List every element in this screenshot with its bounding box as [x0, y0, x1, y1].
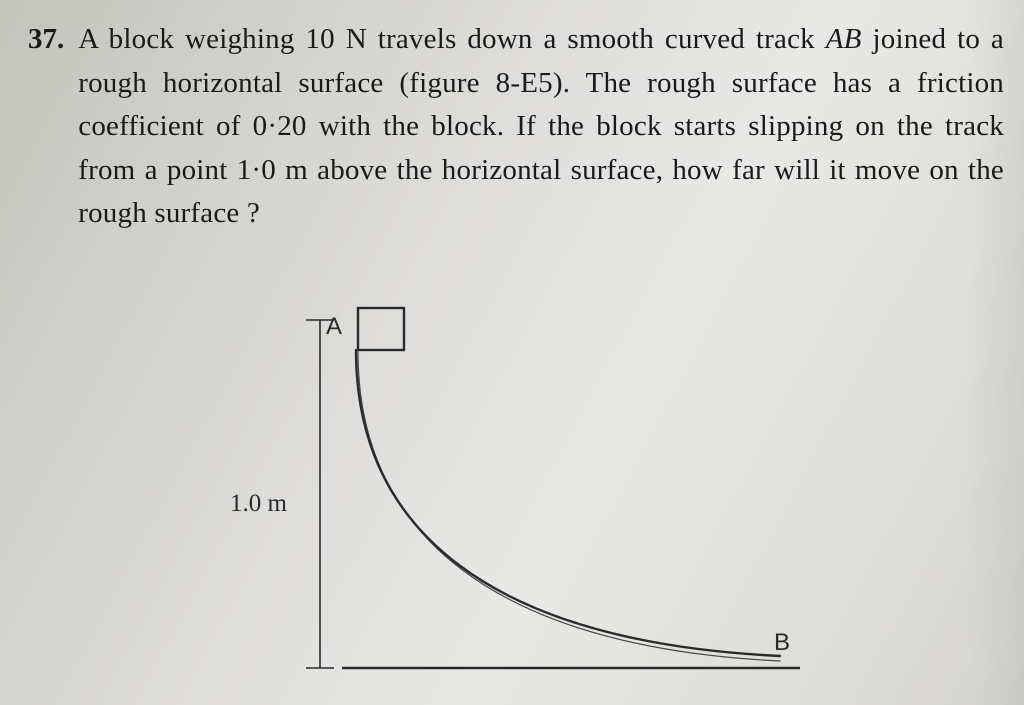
text-span: of 0·20 with the block. If the block sta… — [216, 110, 933, 142]
page: 37. A block weighing 10 N travels down a… — [0, 0, 1024, 705]
figure-svg: AB — [260, 300, 820, 700]
text-span: curved — [665, 23, 745, 55]
text-span-italic: AB — [826, 23, 862, 55]
svg-text:B: B — [774, 629, 790, 656]
problem-text: A block weighing 10 N travels down a smo… — [78, 18, 1004, 236]
height-label: 1.0 m — [230, 490, 287, 518]
text-span: A block weighing 10 N travels down a smo… — [78, 23, 665, 55]
text-span: track — [756, 23, 826, 55]
svg-text:A: A — [326, 313, 342, 340]
problem-block: 37. A block weighing 10 N travels down a… — [28, 18, 1004, 236]
figure: AB 1.0 m — [260, 300, 820, 700]
text-span: surface — [298, 67, 383, 99]
problem-number: 37. — [28, 18, 64, 60]
